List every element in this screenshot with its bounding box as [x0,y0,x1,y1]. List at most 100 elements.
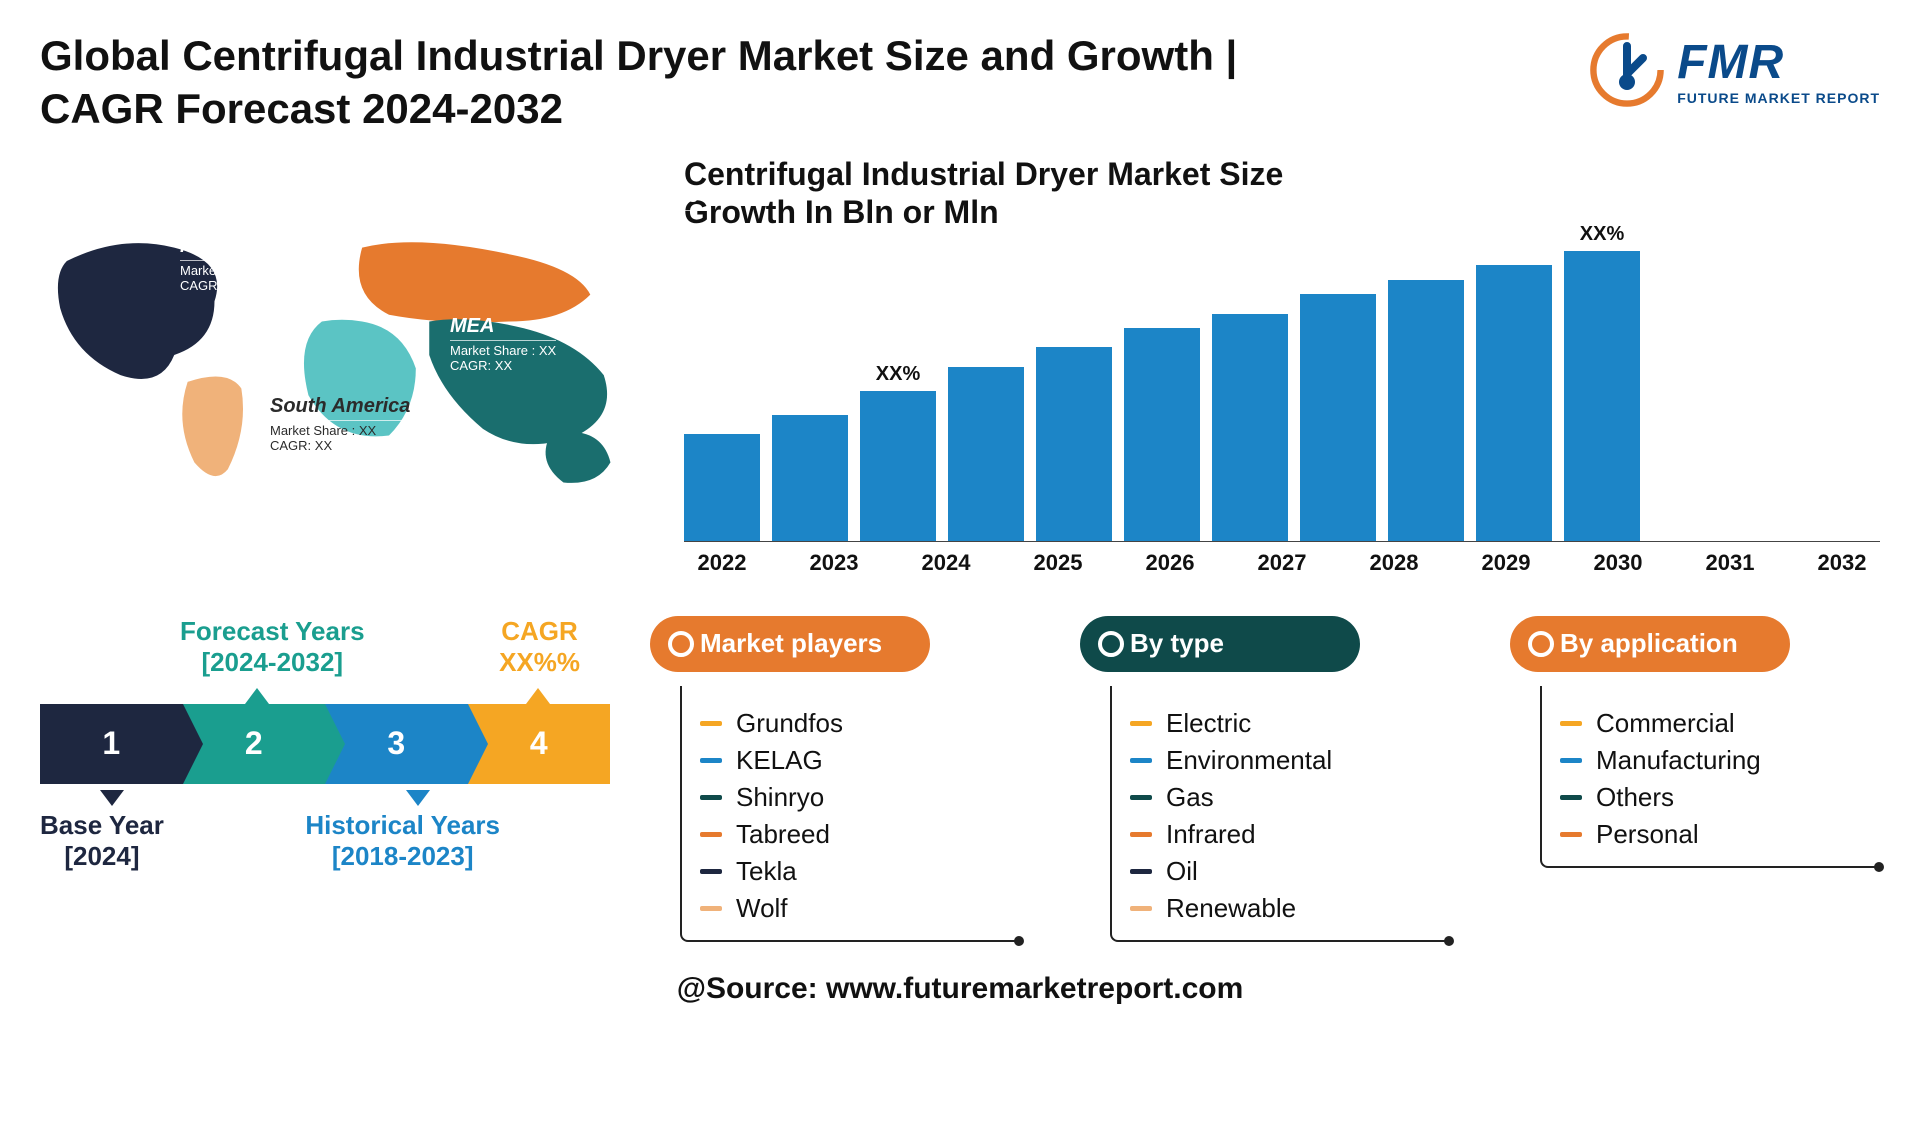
category-list: ElectricEnvironmentalGasInfraredOilRenew… [1110,686,1450,942]
bar-value-label: XX% [876,363,920,386]
category-item: Grundfos [700,708,1020,739]
bar-col [1300,294,1376,541]
bar-col [1124,328,1200,541]
year-label: 2032 [1804,550,1880,576]
dash-icon [1130,832,1152,837]
category-item-label: Shinryo [736,782,824,813]
bar-value-label: XX% [1580,223,1624,246]
category-item-label: Commercial [1596,708,1735,739]
bar-col [1476,265,1552,541]
bar [1388,280,1464,541]
timeline-segment: 3 [325,704,468,784]
category-item: Wolf [700,893,1020,924]
dash-icon [1560,795,1582,800]
arrow-up-icon [245,688,269,704]
category-item-label: Infrared [1166,819,1256,850]
bar-col [772,415,848,541]
bar-col: XX% [860,391,936,541]
source-text: @Source: www.futuremarketreport.com [40,972,1880,1006]
category-item: Electric [1130,708,1450,739]
region-label: North AmericaMarket Share : XXCAGR: XX [180,235,317,293]
timeline: Forecast Years [2024-2032] CAGR XX%% 123… [40,616,610,942]
category-item-label: Environmental [1166,745,1332,776]
logo-sub: FUTURE MARKET REPORT [1677,90,1880,106]
category-pill: By application [1510,616,1790,672]
dash-icon [1130,795,1152,800]
category-item-label: Manufacturing [1596,745,1761,776]
category-item: KELAG [700,745,1020,776]
dash-icon [700,721,722,726]
category-item-label: Wolf [736,893,788,924]
bar-chart-area: Centrifugal Industrial Dryer Market Size… [684,155,1880,576]
category-item: Gas [1130,782,1450,813]
dash-icon [700,869,722,874]
dash-icon [1560,721,1582,726]
bar-col: XX% [1564,251,1640,541]
bar-chart: XX% XX% [684,242,1880,542]
category-list: Commercial Manufacturing Others Personal [1540,686,1880,868]
dash-icon [1130,721,1152,726]
category-item-label: KELAG [736,745,823,776]
year-label: 2025 [1020,550,1096,576]
category-item: Shinryo [700,782,1020,813]
year-label: 2027 [1244,550,1320,576]
timeline-segment: 2 [183,704,326,784]
bar [948,367,1024,541]
category-item: Commercial [1560,708,1880,739]
dash-icon [1130,906,1152,911]
bar [684,434,760,540]
dash-icon [1130,758,1152,763]
category-block: Market playersGrundfosKELAGShinryoTabree… [650,616,1020,942]
category-block: By typeElectricEnvironmentalGasInfraredO… [1080,616,1450,942]
arrow-down-icon [100,790,124,806]
logo-icon [1587,30,1667,110]
category-item: Personal [1560,819,1880,850]
year-label: 2029 [1468,550,1544,576]
bar: XX% [1564,251,1640,541]
category-item-label: Gas [1166,782,1214,813]
bar-col [684,434,760,540]
category-item: Tekla [700,856,1020,887]
category-item-label: Others [1596,782,1674,813]
logo: FMR FUTURE MARKET REPORT [1587,30,1880,110]
dash-icon [700,832,722,837]
category-item: Environmental [1130,745,1450,776]
year-label: 2026 [1132,550,1208,576]
category-item: Manufacturing [1560,745,1880,776]
category-item-label: Tabreed [736,819,830,850]
category-block: By application Commercial Manufacturing Oth… [1510,616,1880,942]
bar [1212,314,1288,541]
cagr-label: CAGR XX%% [499,616,580,678]
category-item-label: Tekla [736,856,797,887]
year-label: 2030 [1580,550,1656,576]
category-item: Others [1560,782,1880,813]
region-label: South AmericaMarket Share : XXCAGR: XX [270,395,410,453]
dash-icon [700,906,722,911]
base-year-label: Base Year [2024] [40,810,164,872]
category-item-label: Grundfos [736,708,843,739]
bar [1300,294,1376,541]
bar-col [1388,280,1464,541]
category-item-label: Personal [1596,819,1699,850]
bar [1036,347,1112,540]
bar [1476,265,1552,541]
category-item: Tabreed [700,819,1020,850]
year-label: 2023 [796,550,872,576]
timeline-segment: 4 [468,704,611,784]
bar-col [948,367,1024,541]
chart-title: Centrifugal Industrial Dryer Market Size… [684,155,1284,232]
year-label: 2028 [1356,550,1432,576]
bar [772,415,848,541]
bar [1124,328,1200,541]
year-label: 2031 [1692,550,1768,576]
year-label: 2022 [684,550,760,576]
world-map: North AmericaMarket Share : XXCAGR: XX So… [40,155,644,576]
page-title: Global Centrifugal Industrial Dryer Mark… [40,30,1290,135]
category-item: Renewable [1130,893,1450,924]
forecast-label: Forecast Years [2024-2032] [180,616,365,678]
dash-icon [1560,758,1582,763]
bar-col [1036,347,1112,540]
category-list: Grundfos KELAG Shinryo Tabreed Tekla Wolf [680,686,1020,942]
dash-icon [1560,832,1582,837]
year-label: 2024 [908,550,984,576]
